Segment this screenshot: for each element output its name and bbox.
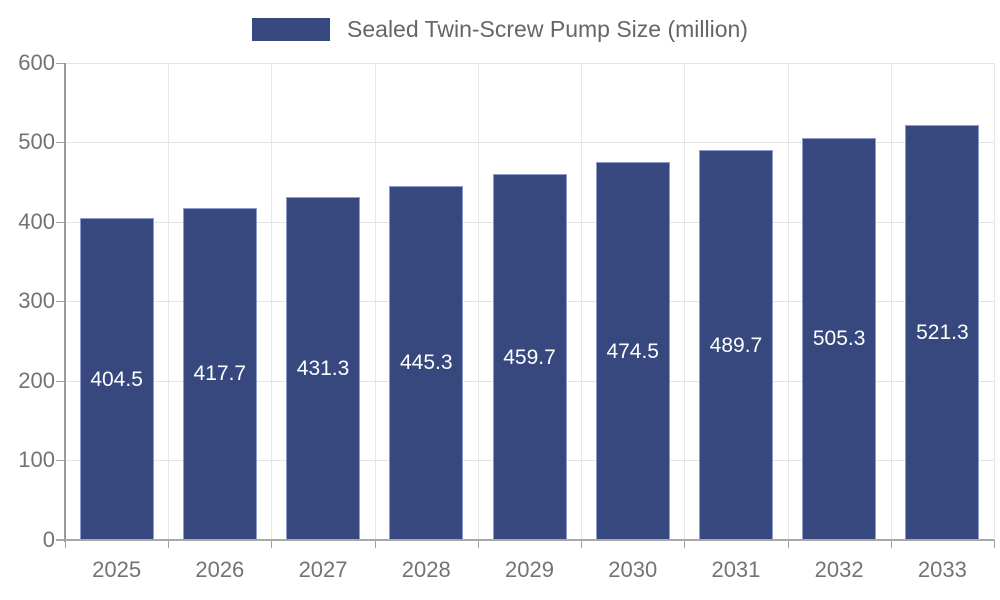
y-axis-tick-label: 400 xyxy=(18,208,55,234)
y-axis-tick xyxy=(56,460,65,462)
bar-value-label: 417.7 xyxy=(193,362,247,386)
x-axis-tick xyxy=(477,540,479,548)
gridline-vertical xyxy=(581,62,583,540)
x-axis-tick xyxy=(684,540,686,548)
bar-2026: 417.7 xyxy=(182,207,257,540)
x-axis-tick-label: 2027 xyxy=(298,557,348,582)
y-axis-tick-label: 200 xyxy=(18,367,55,393)
bar-2031: 489.7 xyxy=(698,150,773,540)
y-axis-tick-label: 0 xyxy=(42,527,55,552)
gridline-vertical xyxy=(684,62,686,540)
y-axis-tick xyxy=(56,142,65,144)
gridline-vertical xyxy=(787,62,789,540)
bar-value-label: 474.5 xyxy=(606,339,659,363)
x-axis-tick-label: 2032 xyxy=(814,557,864,582)
gridline-vertical xyxy=(994,62,995,540)
y-axis-tick-label: 100 xyxy=(18,447,55,473)
legend-label: Sealed Twin-Screw Pump Size (million) xyxy=(347,16,748,42)
bar-value-label: 431.3 xyxy=(296,356,350,380)
x-axis-tick xyxy=(994,540,995,548)
x-axis-tick xyxy=(168,540,170,548)
bar-value-label: 445.3 xyxy=(399,351,453,375)
bar-2030: 474.5 xyxy=(595,162,670,540)
bar-2025: 404.5 xyxy=(79,218,154,540)
legend[interactable]: Sealed Twin-Screw Pump Size (million) xyxy=(0,18,1000,41)
x-axis-tick-label: 2030 xyxy=(608,557,658,582)
y-axis-tick xyxy=(56,221,65,223)
y-axis-tick xyxy=(56,62,65,64)
y-axis-tick xyxy=(56,380,65,382)
x-axis-tick-label: 2025 xyxy=(92,557,142,582)
y-axis-tick xyxy=(56,301,65,303)
x-axis-tick-label: 2033 xyxy=(917,557,967,582)
gridline-vertical xyxy=(477,62,479,540)
x-axis-tick-label: 2031 xyxy=(711,557,761,582)
y-axis-tick-label: 300 xyxy=(18,288,55,314)
y-axis-tick-label: 500 xyxy=(18,129,55,155)
x-axis-tick xyxy=(65,540,66,548)
gridline-vertical xyxy=(374,62,376,540)
legend-swatch xyxy=(252,18,331,41)
gridline-horizontal xyxy=(65,142,994,144)
bar-2032: 505.3 xyxy=(802,137,877,540)
bar-2033: 521.3 xyxy=(905,125,980,540)
bar-value-label: 505.3 xyxy=(812,327,866,351)
x-axis-tick-label: 2029 xyxy=(505,557,554,582)
x-axis-tick xyxy=(581,540,583,548)
bar-2029: 459.7 xyxy=(492,174,567,540)
bar-value-label: 404.5 xyxy=(90,367,143,391)
x-axis-tick xyxy=(787,540,789,548)
gridline-horizontal xyxy=(65,62,994,64)
x-axis-tick xyxy=(890,540,892,548)
x-axis-line xyxy=(56,539,994,541)
y-axis-tick-label: 600 xyxy=(18,49,55,75)
x-axis-tick xyxy=(374,540,376,548)
bar-value-label: 459.7 xyxy=(503,345,556,369)
bar-2028: 445.3 xyxy=(389,185,464,540)
bar-2027: 431.3 xyxy=(286,196,361,540)
x-axis-tick xyxy=(271,540,273,548)
bar-value-label: 489.7 xyxy=(709,333,763,357)
bar-value-label: 521.3 xyxy=(916,321,969,345)
x-axis-tick-label: 2028 xyxy=(401,557,451,582)
x-axis-tick-label: 2026 xyxy=(195,557,245,582)
gridline-vertical xyxy=(890,62,892,540)
gridline-vertical xyxy=(168,62,170,540)
y-axis-line xyxy=(64,62,66,542)
gridline-vertical xyxy=(271,62,273,540)
